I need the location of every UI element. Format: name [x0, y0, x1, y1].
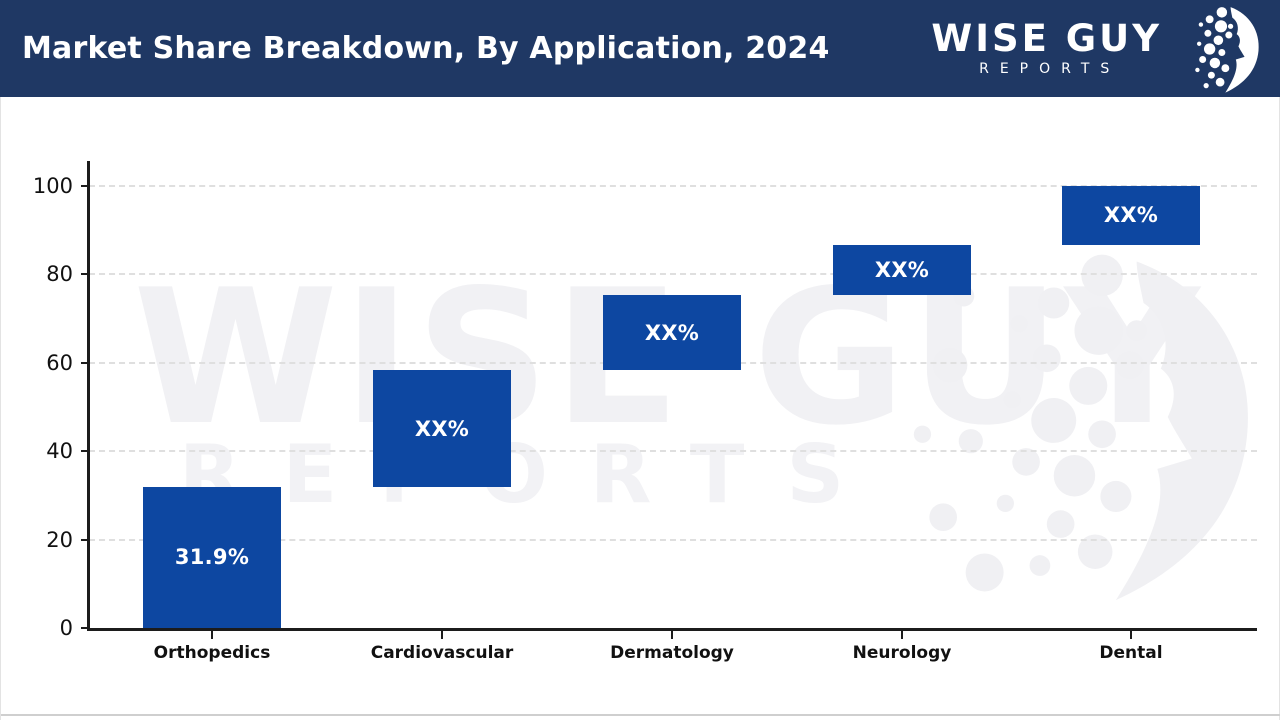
x-tick-mark — [211, 631, 213, 639]
chart-title: Market Share Breakdown, By Application, … — [22, 31, 830, 66]
y-axis-tick-label: 20 — [46, 527, 73, 552]
x-axis-category-label: Cardiovascular — [370, 643, 514, 663]
y-axis-tick-label: 100 — [32, 173, 73, 198]
waterfall-bar: XX% — [603, 294, 741, 371]
y-tick-mark — [81, 627, 89, 629]
gridline — [89, 273, 1257, 275]
x-tick-mark — [901, 631, 903, 639]
y-axis-tick-label: 0 — [59, 616, 73, 640]
chart-area: WISE GUY REPORTS 0 20 40 60 80 100 31.9% Orthop… — [0, 97, 1280, 720]
gridline — [89, 184, 1257, 187]
header-bar: Market Share Breakdown, By Application, … — [0, 0, 1280, 97]
bar-value-label: XX% — [644, 320, 700, 345]
gridline — [89, 450, 1257, 452]
logo-wordmark-line2: REPORTS — [979, 61, 1121, 77]
waterfall-bar: XX% — [373, 370, 511, 487]
bar-value-label: XX% — [874, 257, 930, 282]
y-axis-tick-label: 40 — [46, 439, 73, 463]
bar-value-label: XX% — [1103, 203, 1159, 228]
plot: 0 20 40 60 80 100 31.9% Orthopedics XX% Cardiovas… — [1, 97, 1279, 720]
bar-value-label: XX% — [414, 416, 470, 441]
x-tick-mark — [1130, 631, 1132, 639]
gridline — [89, 538, 1257, 541]
logo-wordmark: WISE GUY REPORTS — [931, 20, 1162, 77]
x-axis-category-label: Neurology — [852, 643, 952, 663]
x-axis-category-label: Orthopedics — [153, 643, 271, 663]
x-axis-line — [87, 628, 1257, 631]
x-tick-mark — [671, 631, 673, 639]
waterfall-bar: 31.9% — [143, 486, 281, 628]
logo-head-icon — [1195, 6, 1259, 93]
x-axis-category-label: Dental — [1099, 643, 1163, 663]
y-tick-mark — [81, 450, 89, 452]
logo-wordmark-line1: WISE GUY — [931, 17, 1162, 60]
y-axis-tick-label: 80 — [46, 262, 73, 286]
y-axis-tick-label: 60 — [46, 350, 73, 375]
x-tick-mark — [441, 631, 443, 639]
waterfall-bar: XX% — [833, 244, 971, 295]
y-tick-mark — [81, 361, 89, 364]
x-axis-category-label: Dermatology — [610, 643, 734, 663]
waterfall-bar: XX% — [1062, 185, 1200, 245]
bar-value-label: 31.9% — [174, 545, 250, 570]
wise-guy-logo: WISE GUY REPORTS — [931, 5, 1262, 93]
y-tick-mark — [81, 273, 89, 275]
y-axis-line — [87, 161, 90, 631]
y-tick-mark — [81, 538, 89, 541]
bottom-border-line — [1, 714, 1280, 716]
y-tick-mark — [81, 184, 89, 187]
